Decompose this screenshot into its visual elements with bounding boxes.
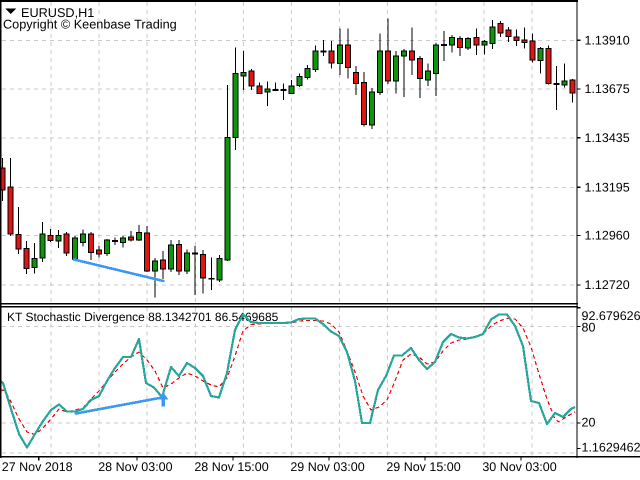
svg-text:30 Nov 03:00: 30 Nov 03:00 (482, 460, 556, 474)
svg-text:1.13435: 1.13435 (585, 131, 630, 145)
svg-text:27 Nov 2018: 27 Nov 2018 (2, 460, 73, 474)
svg-text:Copyright © Keenbase Trading: Copyright © Keenbase Trading (3, 18, 177, 32)
svg-text:29 Nov 15:00: 29 Nov 15:00 (386, 460, 460, 474)
svg-text:KT Stochastic Divergence 88.13: KT Stochastic Divergence 88.1342701 86.5… (7, 310, 279, 324)
svg-text:1.12720: 1.12720 (585, 278, 630, 292)
svg-text:1.13910: 1.13910 (585, 34, 630, 48)
svg-text:1.13195: 1.13195 (585, 181, 630, 195)
svg-text:1.12960: 1.12960 (585, 229, 630, 243)
svg-text:20: 20 (582, 416, 596, 430)
svg-text:29 Nov 03:00: 29 Nov 03:00 (290, 460, 364, 474)
svg-text:80: 80 (582, 321, 596, 335)
svg-text:EURUSD,H1: EURUSD,H1 (21, 6, 94, 20)
svg-text:92.679626: 92.679626 (582, 309, 640, 323)
svg-text:28 Nov 03:00: 28 Nov 03:00 (98, 460, 172, 474)
svg-text:28 Nov 15:00: 28 Nov 15:00 (194, 460, 268, 474)
svg-text:1.13675: 1.13675 (585, 82, 630, 96)
svg-text:1.1629462: 1.1629462 (582, 441, 640, 455)
